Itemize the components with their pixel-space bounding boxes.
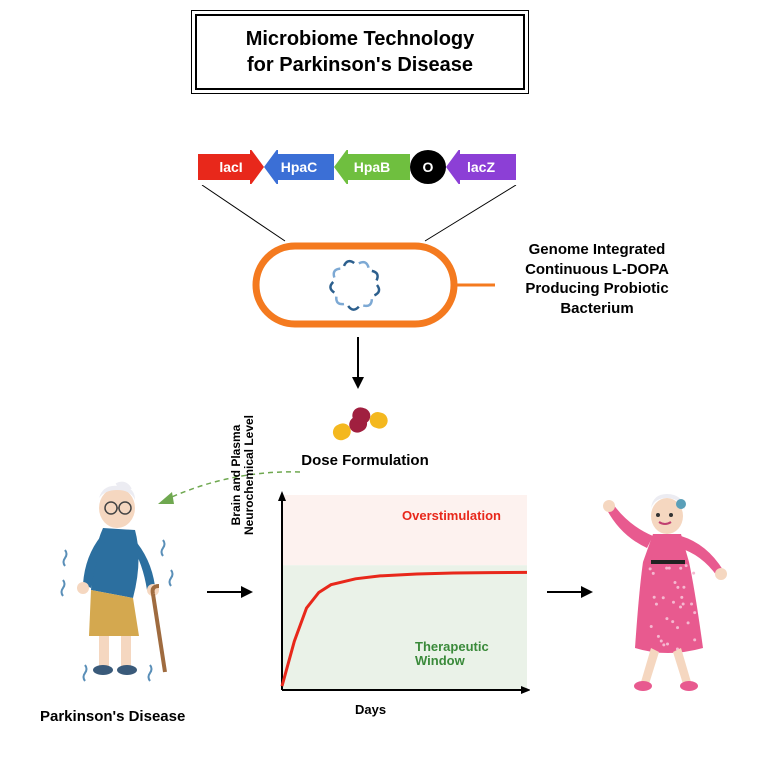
title-line1: Microbiome Technology <box>246 28 475 50</box>
patient-before <box>55 480 195 690</box>
overstimulation-label: Overstimulation <box>402 508 501 523</box>
bacterium-label: Genome Integrated Continuous L-DOPA Prod… <box>492 240 702 318</box>
title-box: Microbiome Technology for Parkinson's Di… <box>195 14 525 90</box>
gene-lacI: lacI <box>198 150 264 184</box>
gene-lacZ: lacZ <box>446 150 516 184</box>
dose-formulation-label: Dose Formulation <box>290 452 440 469</box>
title-line2: for Parkinson's Disease <box>247 54 473 76</box>
parkinsons-label: Parkinson's Disease <box>40 708 185 725</box>
arrow-bacterium-to-capsule <box>348 335 368 390</box>
gene-HpaB: HpaB <box>334 150 410 184</box>
gene-HpaC: HpaC <box>264 150 334 184</box>
patient-after <box>595 490 745 700</box>
gene-O: O <box>410 150 446 184</box>
arrow-before-to-chart <box>205 582 255 602</box>
arrow-chart-to-after <box>545 582 595 602</box>
chart-ylabel: Brain and Plasma Neurochemical Level <box>230 405 256 545</box>
cassette-connectors <box>200 185 530 245</box>
bacterium <box>250 240 460 330</box>
gene-cassette: lacIHpaCHpaBOlacZ <box>198 145 528 189</box>
chart-xlabel: Days <box>355 702 386 717</box>
therapeutic-window-label: TherapeuticWindow <box>415 640 489 669</box>
capsules <box>320 398 400 448</box>
